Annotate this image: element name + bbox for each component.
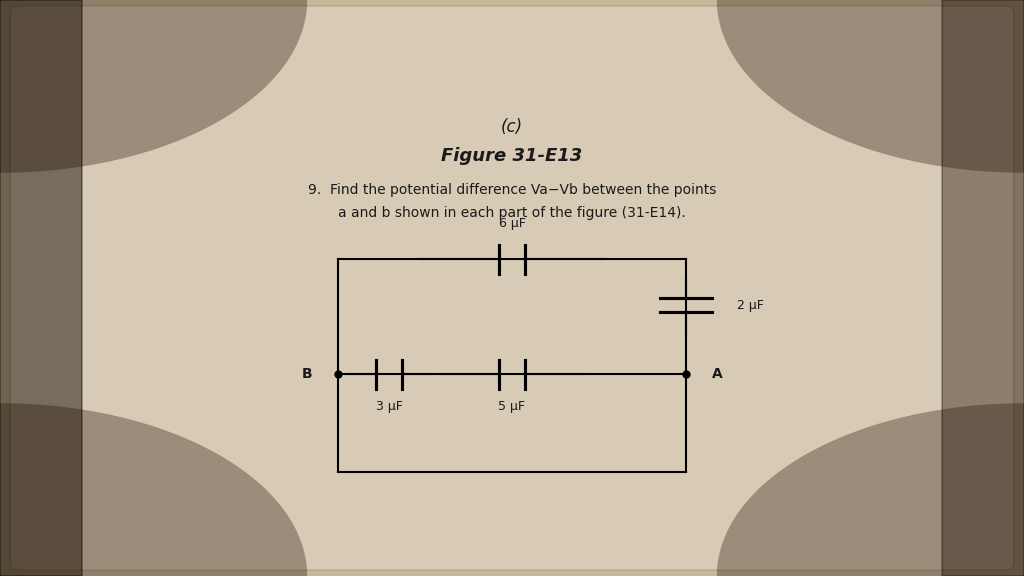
Text: 6 μF: 6 μF — [499, 217, 525, 230]
Ellipse shape — [717, 403, 1024, 576]
Ellipse shape — [0, 0, 307, 173]
Text: Figure 31-E13: Figure 31-E13 — [441, 146, 583, 165]
Text: (c): (c) — [501, 118, 523, 136]
Text: 2 μF: 2 μF — [737, 299, 764, 312]
FancyBboxPatch shape — [0, 0, 82, 576]
FancyBboxPatch shape — [10, 6, 1014, 570]
Text: B: B — [302, 367, 312, 381]
Text: a and b shown in each part of the figure (31-E14).: a and b shown in each part of the figure… — [338, 206, 686, 220]
Text: 5 μF: 5 μF — [499, 400, 525, 414]
Ellipse shape — [717, 0, 1024, 173]
Text: 3 μF: 3 μF — [376, 400, 402, 414]
Text: 9.  Find the potential difference Va−Vb between the points: 9. Find the potential difference Va−Vb b… — [308, 183, 716, 197]
FancyBboxPatch shape — [942, 0, 1024, 576]
Text: A: A — [712, 367, 722, 381]
Ellipse shape — [0, 403, 307, 576]
